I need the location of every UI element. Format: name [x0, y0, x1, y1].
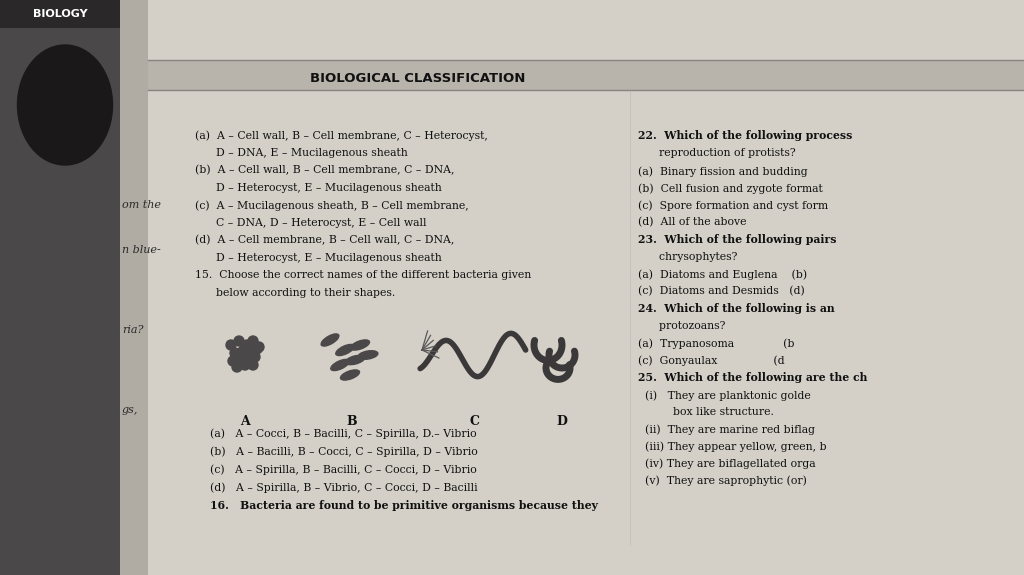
FancyBboxPatch shape — [148, 0, 1024, 575]
Text: (ii)  They are marine red biflag: (ii) They are marine red biflag — [638, 424, 815, 435]
Text: (a)  Diatoms and Euglena    (b): (a) Diatoms and Euglena (b) — [638, 269, 807, 279]
Text: protozoans?: protozoans? — [638, 321, 725, 331]
Text: C – DNA, D – Heterocyst, E – Cell wall: C – DNA, D – Heterocyst, E – Cell wall — [195, 218, 427, 228]
Circle shape — [238, 346, 248, 356]
Text: below according to their shapes.: below according to their shapes. — [195, 288, 395, 298]
Text: D – Heterocyst, E – Mucilagenous sheath: D – Heterocyst, E – Mucilagenous sheath — [195, 253, 441, 263]
Text: n blue-: n blue- — [122, 245, 161, 255]
Circle shape — [234, 336, 244, 346]
Text: gs,: gs, — [122, 405, 138, 415]
Text: A: A — [240, 415, 250, 428]
FancyBboxPatch shape — [148, 60, 1024, 90]
Ellipse shape — [336, 344, 354, 355]
Text: (iv) They are biflagellated orga: (iv) They are biflagellated orga — [638, 458, 816, 469]
Circle shape — [242, 340, 252, 350]
Text: D: D — [557, 415, 567, 428]
Ellipse shape — [331, 359, 349, 370]
Text: D – Heterocyst, E – Mucilagenous sheath: D – Heterocyst, E – Mucilagenous sheath — [195, 183, 441, 193]
Text: (iii) They appear yellow, green, b: (iii) They appear yellow, green, b — [638, 441, 826, 451]
Text: reproduction of protists?: reproduction of protists? — [638, 148, 796, 158]
Text: 24.  Which of the following is an: 24. Which of the following is an — [638, 303, 835, 314]
Text: (c)   A – Spirilla, B – Bacilli, C – Cocci, D – Vibrio: (c) A – Spirilla, B – Bacilli, C – Cocci… — [210, 464, 477, 474]
Text: 25.  Which of the following are the ch: 25. Which of the following are the ch — [638, 372, 867, 383]
Text: (i)   They are planktonic golde: (i) They are planktonic golde — [638, 390, 811, 401]
Text: (a)  Trypanosoma              (b: (a) Trypanosoma (b — [638, 338, 795, 348]
Text: (b)   A – Bacilli, B – Cocci, C – Spirilla, D – Vibrio: (b) A – Bacilli, B – Cocci, C – Spirilla… — [210, 446, 478, 457]
Text: (b)  A – Cell wall, B – Cell membrane, C – DNA,: (b) A – Cell wall, B – Cell membrane, C … — [195, 165, 455, 175]
Text: BIOLOGY: BIOLOGY — [33, 9, 87, 19]
Circle shape — [250, 352, 260, 362]
Text: (v)  They are saprophytic (or): (v) They are saprophytic (or) — [638, 475, 807, 485]
Text: BIOLOGICAL CLASSIFICATION: BIOLOGICAL CLASSIFICATION — [310, 71, 525, 85]
Text: (c)  A – Mucilagenous sheath, B – Cell membrane,: (c) A – Mucilagenous sheath, B – Cell me… — [195, 200, 469, 210]
FancyBboxPatch shape — [0, 0, 120, 28]
Ellipse shape — [345, 355, 365, 365]
Circle shape — [230, 348, 240, 358]
Text: (a)   A – Cocci, B – Bacilli, C – Spirilla, D.– Vibrio: (a) A – Cocci, B – Bacilli, C – Spirilla… — [210, 428, 476, 439]
Text: (c)  Diatoms and Desmids   (d): (c) Diatoms and Desmids (d) — [638, 286, 805, 296]
Text: 23.  Which of the following pairs: 23. Which of the following pairs — [638, 234, 837, 245]
Ellipse shape — [322, 334, 339, 346]
Circle shape — [226, 340, 236, 350]
FancyBboxPatch shape — [0, 0, 120, 575]
Text: 16.   Bacteria are found to be primitive organisms because they: 16. Bacteria are found to be primitive o… — [210, 500, 598, 511]
Circle shape — [246, 348, 256, 358]
Circle shape — [248, 336, 258, 346]
Circle shape — [236, 354, 246, 364]
Circle shape — [252, 344, 262, 354]
Circle shape — [228, 356, 238, 366]
Text: D – DNA, E – Mucilagenous sheath: D – DNA, E – Mucilagenous sheath — [195, 148, 408, 158]
Ellipse shape — [17, 45, 113, 165]
Text: (d)  All of the above: (d) All of the above — [638, 217, 746, 227]
Ellipse shape — [341, 370, 359, 380]
Text: (a)  Binary fission and budding: (a) Binary fission and budding — [638, 166, 808, 177]
Text: 15.  Choose the correct names of the different bacteria given: 15. Choose the correct names of the diff… — [195, 270, 531, 280]
Text: box like structure.: box like structure. — [638, 407, 774, 417]
Text: chrysophytes?: chrysophytes? — [638, 252, 737, 262]
FancyBboxPatch shape — [120, 0, 148, 575]
Circle shape — [254, 342, 264, 352]
Ellipse shape — [358, 351, 378, 359]
Text: (a)  A – Cell wall, B – Cell membrane, C – Heterocyst,: (a) A – Cell wall, B – Cell membrane, C … — [195, 130, 487, 140]
Circle shape — [240, 360, 250, 370]
Text: (d)   A – Spirilla, B – Vibrio, C – Cocci, D – Bacilli: (d) A – Spirilla, B – Vibrio, C – Cocci,… — [210, 482, 477, 493]
Text: (d)  A – Cell membrane, B – Cell wall, C – DNA,: (d) A – Cell membrane, B – Cell wall, C … — [195, 235, 455, 246]
Text: (c)  Gonyaulax                (d: (c) Gonyaulax (d — [638, 355, 784, 366]
Circle shape — [232, 362, 242, 372]
Text: (b)  Cell fusion and zygote format: (b) Cell fusion and zygote format — [638, 183, 822, 194]
Circle shape — [248, 360, 258, 370]
Text: B: B — [347, 415, 357, 428]
Text: ria?: ria? — [122, 325, 143, 335]
Ellipse shape — [350, 340, 370, 350]
Text: 22.  Which of the following process: 22. Which of the following process — [638, 130, 852, 141]
Text: C: C — [470, 415, 480, 428]
Text: om the: om the — [122, 200, 161, 210]
Circle shape — [244, 356, 254, 366]
Text: (c)  Spore formation and cyst form: (c) Spore formation and cyst form — [638, 200, 828, 210]
